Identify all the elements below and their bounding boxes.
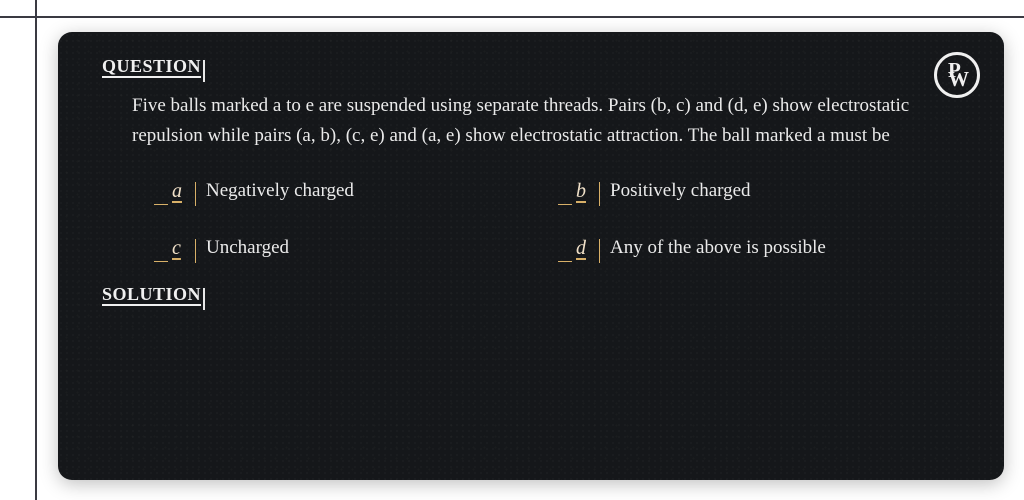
option-d[interactable]: d Any of the above is possible: [576, 237, 960, 260]
option-text: Any of the above is possible: [610, 237, 826, 259]
question-card: P W QUESTION Five balls marked a to e ar…: [58, 32, 1004, 480]
option-a[interactable]: a Negatively charged: [172, 180, 556, 203]
options-grid: a Negatively charged b Positively charge…: [172, 180, 960, 260]
question-heading: QUESTION: [102, 56, 201, 77]
question-body: Five balls marked a to e are suspended u…: [132, 91, 942, 152]
option-text: Positively charged: [610, 180, 751, 202]
solution-heading: SOLUTION: [102, 284, 201, 305]
option-text: Negatively charged: [206, 180, 354, 202]
option-c[interactable]: c Uncharged: [172, 237, 556, 260]
option-key: c: [172, 237, 188, 260]
brand-logo-lower: W: [948, 67, 969, 92]
brand-logo: P W: [934, 52, 980, 98]
option-text: Uncharged: [206, 237, 289, 259]
page-horizontal-rule: [0, 16, 1024, 18]
option-key: d: [576, 237, 592, 260]
page-vertical-rule: [35, 0, 37, 500]
page-root: P W QUESTION Five balls marked a to e ar…: [0, 0, 1024, 500]
option-b[interactable]: b Positively charged: [576, 180, 960, 203]
option-key: a: [172, 180, 188, 203]
option-key: b: [576, 180, 592, 203]
